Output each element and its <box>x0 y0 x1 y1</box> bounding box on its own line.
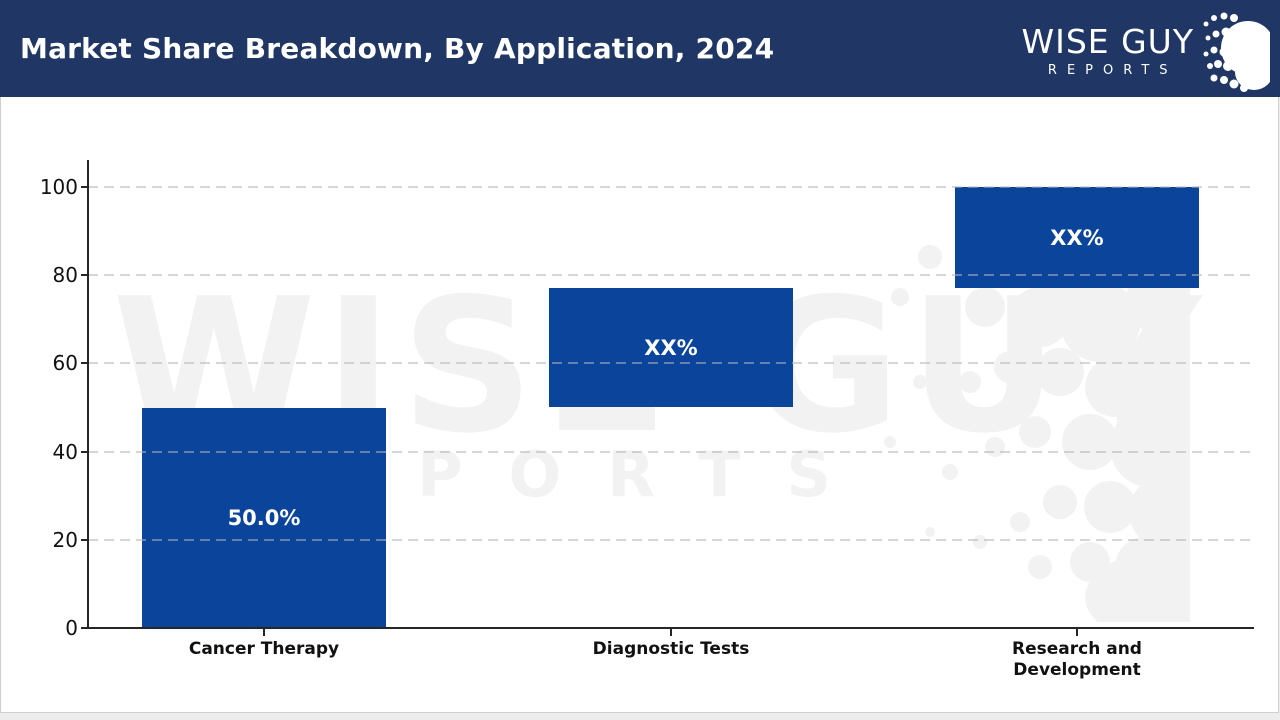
y-axis-tick-label: 0 <box>65 616 78 640</box>
logo-reports-label: REPORTS <box>1047 63 1178 79</box>
y-axis-tick-label: 40 <box>52 439 78 464</box>
page-title: Market Share Breakdown, By Application, … <box>20 32 775 65</box>
bar-value-label: XX% <box>1050 225 1104 250</box>
grid-line <box>88 538 1253 541</box>
y-axis-line <box>87 160 89 628</box>
x-axis-tick <box>670 629 672 636</box>
x-axis-tick <box>1076 629 1078 636</box>
bar: XX% <box>549 288 793 408</box>
y-axis-tick-label: 60 <box>52 351 78 376</box>
y-axis-tick <box>81 538 87 541</box>
bar-value-label: 50.0% <box>227 505 301 530</box>
grid-line <box>88 450 1253 453</box>
y-axis-tick-label: 80 <box>52 263 78 288</box>
y-axis-tick <box>81 186 87 188</box>
y-axis-tick-label: 20 <box>52 527 78 552</box>
wiseguy-face-icon <box>1203 12 1270 92</box>
y-axis-tick <box>81 627 87 629</box>
bar: 50.0% <box>142 407 386 628</box>
wiseguy-logo-text: WISE GUY REPORTS <box>1021 21 1194 79</box>
x-axis-tick <box>263 629 265 636</box>
y-axis-tick <box>81 274 87 277</box>
logo-wiseguy-label: WISE GUY <box>1021 21 1194 61</box>
bar-value-label: XX% <box>644 335 698 360</box>
grid-line <box>88 362 1253 365</box>
x-axis-category-label: Cancer Therapy <box>188 639 340 659</box>
grid-line <box>88 274 1253 277</box>
header-bar: Market Share Breakdown, By Application, … <box>0 0 1280 97</box>
wiseguy-logo: WISE GUY REPORTS <box>1021 8 1270 94</box>
y-axis-tick-label: 100 <box>39 175 78 199</box>
y-axis-tick <box>81 362 87 365</box>
y-axis-tick <box>81 450 87 453</box>
grid-line <box>88 186 1253 188</box>
x-axis-category-label: Research and Development <box>1012 639 1142 681</box>
bar: XX% <box>955 187 1199 289</box>
x-axis-line <box>87 627 1254 629</box>
x-axis-category-label: Diagnostic Tests <box>592 639 750 659</box>
